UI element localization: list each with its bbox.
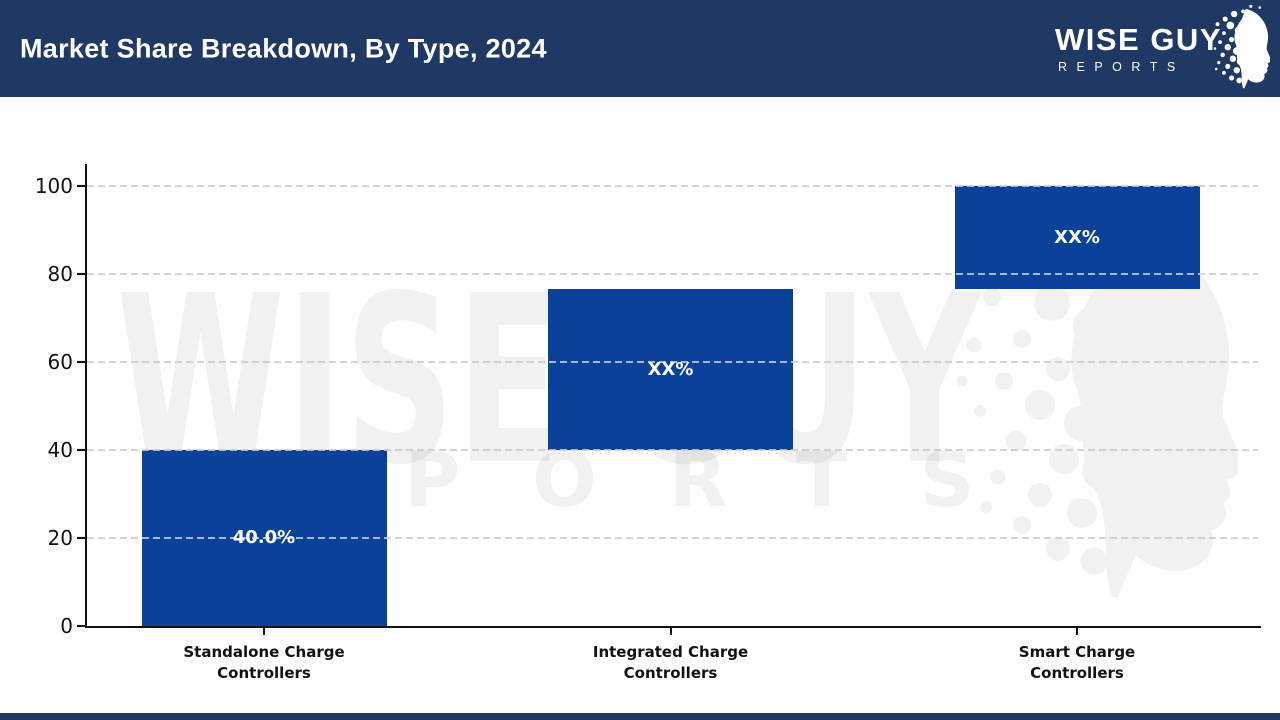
y-axis-tick: [77, 449, 86, 451]
dotted-head-profile-icon: [1206, 5, 1271, 92]
plot-area: WISE GUY REPORTS 40.0% XX% XX% 0 20 40 60 80 100…: [0, 97, 1280, 713]
x-axis-category-label: Standalone Charge Controllers: [183, 643, 345, 682]
x-axis-tick: [263, 628, 265, 635]
y-axis-tick-label: 100: [34, 174, 73, 198]
y-axis-tick-label: 60: [47, 350, 73, 374]
x-axis-tick: [669, 628, 672, 635]
x-axis-tick: [1076, 628, 1078, 635]
y-axis-tick: [77, 625, 86, 627]
header-bar: Market Share Breakdown, By Type, 2024 WI…: [0, 0, 1280, 97]
gridline: [87, 273, 1258, 275]
y-axis-tick-label: 0: [60, 614, 73, 638]
brand-logo-text: WISE GUY REPORTS: [1055, 24, 1222, 74]
gridline: [87, 449, 1258, 451]
x-axis-category-label: Integrated Charge Controllers: [592, 643, 749, 682]
brand-logo: WISE GUY REPORTS: [1055, 5, 1271, 92]
chart-title: Market Share Breakdown, By Type, 2024: [20, 33, 547, 63]
bar-value-label: XX%: [1054, 226, 1100, 248]
y-axis-tick: [77, 537, 86, 539]
bar-value-label: XX%: [647, 358, 694, 380]
gridline: [87, 185, 1258, 187]
x-axis-line: [85, 626, 1261, 628]
y-axis-tick: [77, 361, 86, 363]
y-axis-line: [85, 164, 87, 628]
logo-brand-subtitle: REPORTS: [1057, 60, 1185, 74]
y-axis-tick-label: 80: [47, 262, 73, 286]
footer-bar: [0, 713, 1280, 720]
bar-segment: [548, 289, 793, 450]
bar-value-label: 40.0%: [232, 527, 296, 548]
y-axis-tick: [77, 273, 86, 275]
logo-brand-name: WISE GUY: [1054, 22, 1222, 57]
y-axis-tick: [77, 185, 86, 187]
y-axis-tick-label: 20: [47, 526, 73, 550]
bar-segment: [954, 186, 1200, 290]
gridline: [87, 361, 1258, 363]
gridline: [87, 537, 1258, 539]
y-axis-tick-label: 40: [47, 438, 73, 462]
x-axis-category-label: Smart Charge Controllers: [1018, 643, 1136, 682]
